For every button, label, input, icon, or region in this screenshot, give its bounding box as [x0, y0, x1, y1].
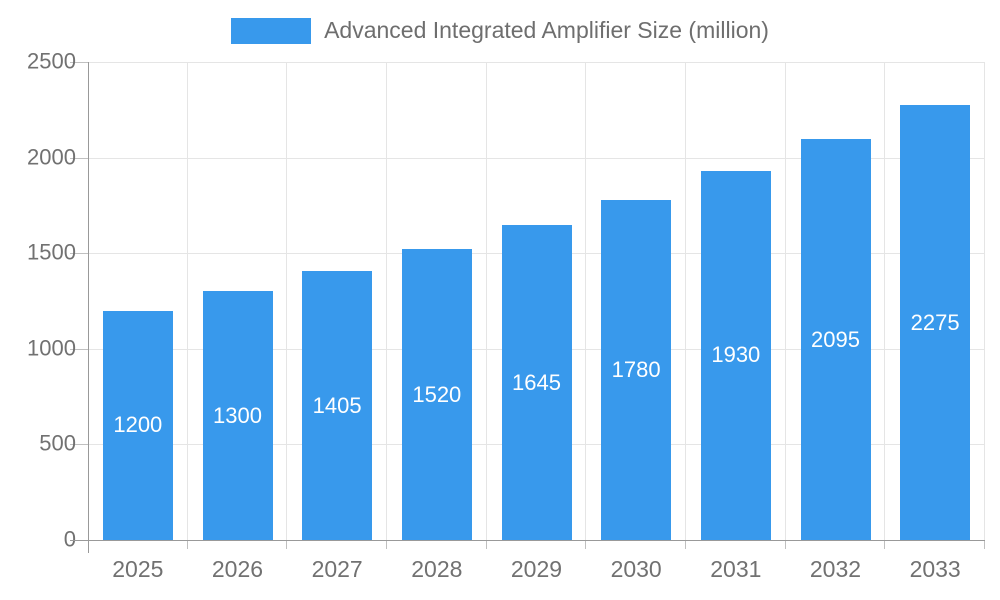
y-tick-mark: [70, 62, 88, 63]
bar-value-label: 1200: [113, 412, 163, 438]
plot-area: 1200 1300 1405 1520 1645 1780 1930 2095 2275: [88, 62, 985, 540]
y-axis-tick-label: 1500: [27, 239, 76, 265]
x-tick-mark: [984, 541, 985, 549]
bar-value-label: 1405: [312, 392, 362, 418]
y-axis-line: [88, 62, 89, 553]
x-axis-tick-label: 2027: [311, 556, 363, 582]
y-gridline: [88, 62, 985, 63]
x-tick-mark: [485, 541, 487, 549]
bar: 2275: [900, 105, 971, 540]
bar: 1930: [700, 170, 771, 540]
x-axis-tick-label: 2029: [510, 556, 563, 582]
x-axis-tick-label: 2028: [411, 556, 463, 582]
bar-value-label: 2275: [910, 309, 960, 335]
bar: 1300: [202, 291, 273, 540]
x-tick-mark: [685, 541, 686, 549]
bar: 1520: [401, 249, 472, 540]
y-tick-mark: [70, 253, 88, 255]
x-axis-tick-label: 2031: [710, 556, 762, 582]
x-tick-mark: [186, 541, 188, 549]
bar: 1405: [302, 271, 373, 540]
x-gridline: [386, 62, 387, 540]
y-tick-mark: [70, 348, 88, 350]
x-gridline: [286, 62, 288, 540]
x-axis-tick-label: 2025: [112, 556, 164, 582]
x-gridline: [186, 62, 188, 540]
y-axis-tick-label: 1000: [27, 335, 76, 361]
bar: 1645: [501, 225, 572, 540]
x-tick-mark: [585, 541, 587, 549]
bar-value-label: 1520: [412, 381, 462, 407]
x-gridline: [585, 62, 587, 540]
x-axis-tick-label: 2026: [211, 556, 264, 582]
bar-value-label: 1780: [611, 356, 661, 382]
bar: 1200: [102, 310, 173, 540]
bar-value-label: 2095: [811, 326, 860, 352]
y-axis-tick-label: 2500: [27, 48, 76, 74]
x-gridline: [685, 62, 686, 540]
y-tick-mark: [70, 444, 88, 446]
x-axis-line: [70, 540, 985, 541]
x-axis-tick-label: 2032: [809, 556, 862, 582]
bar: 2095: [800, 139, 871, 540]
bar: 1780: [601, 199, 672, 540]
x-gridline: [884, 62, 886, 540]
y-gridline: [88, 157, 985, 159]
x-tick-mark: [884, 541, 886, 549]
y-axis-tick-label: 2000: [27, 144, 76, 170]
bar-value-label: 1930: [711, 342, 761, 368]
x-tick-mark: [386, 541, 387, 549]
x-gridline: [485, 62, 487, 540]
y-tick-mark: [70, 157, 88, 159]
x-gridline: [984, 62, 985, 540]
bar-value-label: 1645: [512, 369, 561, 395]
legend-item[interactable]: Advanced Integrated Amplifier Size (mill…: [231, 17, 769, 44]
bar-value-label: 1300: [213, 402, 262, 428]
legend-label: Advanced Integrated Amplifier Size (mill…: [324, 17, 769, 43]
x-axis-tick-label: 2033: [909, 556, 961, 582]
x-axis-tick-label: 2030: [610, 556, 662, 582]
x-tick-mark: [286, 541, 288, 549]
x-gridline: [784, 62, 786, 540]
x-tick-mark: [784, 541, 786, 549]
y-axis-tick-label: 500: [39, 430, 76, 456]
y-axis-tick-label: 0: [0, 528, 76, 551]
chart-legend: Advanced Integrated Amplifier Size (mill…: [0, 17, 1000, 44]
legend-swatch-icon: [231, 17, 312, 44]
